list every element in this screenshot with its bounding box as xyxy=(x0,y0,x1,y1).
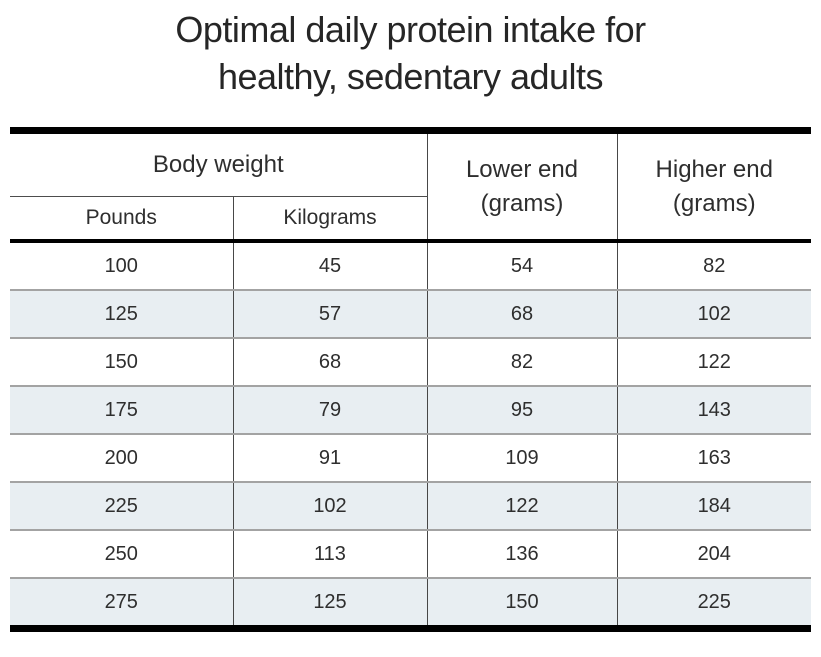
table-row: 250 113 136 204 xyxy=(10,529,811,578)
table-row: 100 45 54 82 xyxy=(10,241,811,290)
cell-lower-end: 68 xyxy=(427,289,618,338)
header-higher-end-line2: (grams) xyxy=(672,189,756,217)
chart-title-line2: healthy, sedentary adults xyxy=(217,56,604,97)
cell-pounds: 100 xyxy=(10,241,234,290)
table-row: 150 68 82 122 xyxy=(10,337,811,386)
header-kilograms: Kilograms xyxy=(233,196,428,243)
cell-kilograms: 102 xyxy=(233,481,428,530)
chart-title: Optimal daily protein intake for healthy… xyxy=(0,0,821,100)
table-body: 100 45 54 82 125 57 68 102 150 68 82 122… xyxy=(10,241,811,629)
protein-intake-table: Body weight Lower end (grams) Higher end… xyxy=(10,127,811,632)
cell-pounds: 125 xyxy=(10,289,234,338)
header-body-weight: Body weight xyxy=(10,130,428,197)
cell-lower-end: 122 xyxy=(427,481,618,530)
cell-pounds: 275 xyxy=(10,577,234,629)
header-row-sub: Pounds Kilograms xyxy=(10,196,811,243)
table-row: 175 79 95 143 xyxy=(10,385,811,434)
cell-kilograms: 91 xyxy=(233,433,428,482)
cell-higher-end: 122 xyxy=(617,337,811,386)
cell-lower-end: 109 xyxy=(427,433,618,482)
cell-kilograms: 45 xyxy=(233,241,428,290)
cell-kilograms: 113 xyxy=(233,529,428,578)
cell-higher-end: 184 xyxy=(617,481,811,530)
cell-kilograms: 57 xyxy=(233,289,428,338)
cell-higher-end: 102 xyxy=(617,289,811,338)
header-row-group: Body weight Lower end (grams) Higher end… xyxy=(10,130,811,243)
header-higher-end-line1: Higher end xyxy=(655,155,773,183)
cell-lower-end: 136 xyxy=(427,529,618,578)
cell-higher-end: 204 xyxy=(617,529,811,578)
table-header: Body weight Lower end (grams) Higher end… xyxy=(10,130,811,243)
table-row: 125 57 68 102 xyxy=(10,289,811,338)
cell-kilograms: 79 xyxy=(233,385,428,434)
cell-higher-end: 163 xyxy=(617,433,811,482)
cell-kilograms: 68 xyxy=(233,337,428,386)
cell-lower-end: 95 xyxy=(427,385,618,434)
cell-kilograms: 125 xyxy=(233,577,428,629)
header-lower-end: Lower end (grams) xyxy=(427,130,618,243)
cell-pounds: 225 xyxy=(10,481,234,530)
header-lower-end-line1: Lower end xyxy=(465,155,579,183)
cell-higher-end: 225 xyxy=(617,577,811,629)
cell-lower-end: 150 xyxy=(427,577,618,629)
header-pounds: Pounds xyxy=(10,196,234,243)
cell-pounds: 175 xyxy=(10,385,234,434)
table-row: 200 91 109 163 xyxy=(10,433,811,482)
cell-lower-end: 82 xyxy=(427,337,618,386)
cell-pounds: 150 xyxy=(10,337,234,386)
header-lower-end-line2: (grams) xyxy=(480,189,564,217)
header-higher-end: Higher end (grams) xyxy=(617,130,811,243)
cell-higher-end: 82 xyxy=(703,254,726,277)
cell-lower-end: 54 xyxy=(427,241,618,290)
cell-higher-end: 143 xyxy=(617,385,811,434)
cell-pounds: 200 xyxy=(10,433,234,482)
cell-pounds: 250 xyxy=(10,529,234,578)
table-row: 275 125 150 225 xyxy=(10,577,811,629)
table-row: 225 102 122 184 xyxy=(10,481,811,530)
chart-title-line1: Optimal daily protein intake for xyxy=(175,9,646,50)
